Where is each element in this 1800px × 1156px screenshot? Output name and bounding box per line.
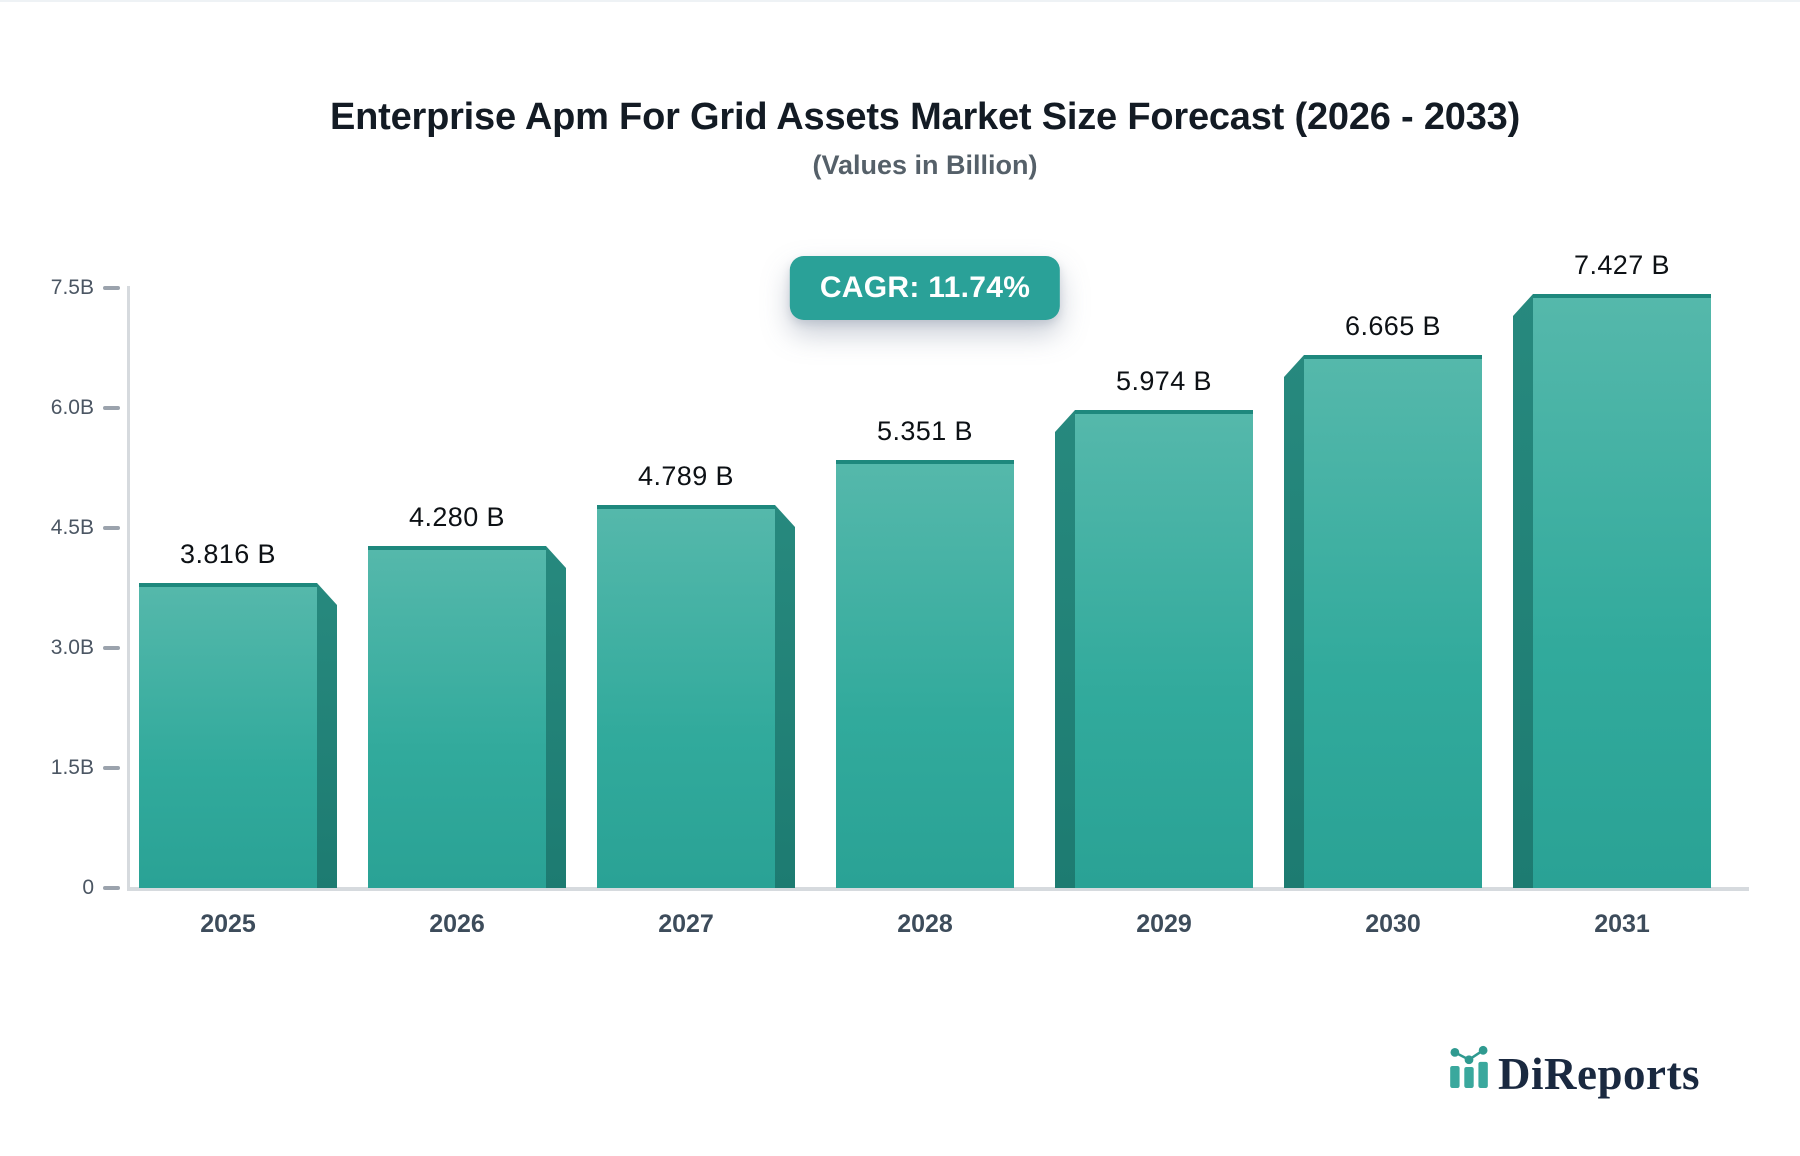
x-axis-label: 2031 (1594, 910, 1650, 938)
bar-side-2029 (1055, 410, 1075, 888)
bar-2030 (1304, 355, 1482, 888)
bar-side-2027 (775, 505, 795, 888)
x-axis-label: 2029 (1136, 910, 1192, 938)
x-axis-label: 2026 (429, 910, 485, 938)
bar-value-label: 5.974 B (1116, 366, 1212, 396)
x-axis-label: 2028 (897, 910, 953, 938)
y-axis-line (127, 286, 130, 891)
bar-2027 (597, 505, 775, 888)
x-axis-label: 2030 (1365, 910, 1421, 938)
cagr-badge: CAGR: 11.74% (789, 256, 1061, 320)
bar-2026 (368, 546, 546, 888)
bar-value-label: 3.816 B (180, 539, 276, 569)
y-axis-label: 1.5B (50, 756, 94, 779)
y-axis-label: 3.0B (50, 636, 94, 659)
y-axis-label: 6.0B (50, 396, 94, 419)
bar-value-label: 4.280 B (409, 502, 505, 532)
bar-value-label: 7.427 B (1574, 250, 1670, 280)
y-axis-tick (103, 766, 120, 770)
bar-side-2025 (317, 583, 337, 888)
y-axis-tick (103, 406, 120, 410)
bar-side-2031 (1513, 294, 1533, 888)
x-axis-label: 2025 (200, 910, 256, 938)
x-axis-label: 2027 (658, 910, 714, 938)
x-axis-line (127, 887, 1749, 891)
y-axis-tick (103, 286, 120, 290)
bar-line-chart-icon (1447, 1043, 1491, 1094)
y-axis-tick (103, 886, 120, 890)
bar-2025 (139, 583, 317, 888)
y-axis-label: 4.5B (50, 516, 94, 539)
bar-value-label: 6.665 B (1345, 311, 1441, 341)
brand-logo: DiReports (1447, 1043, 1700, 1099)
bar-2031 (1533, 294, 1711, 888)
bar-side-2026 (546, 546, 566, 888)
y-axis-tick (103, 646, 120, 650)
y-axis-label: 0 (82, 876, 94, 899)
bar-value-label: 5.351 B (877, 416, 973, 446)
bar-side-2030 (1284, 355, 1304, 888)
bar-2028 (836, 460, 1014, 888)
y-axis-tick (103, 526, 120, 530)
bar-2029 (1075, 410, 1253, 888)
chart-subtitle: (Values in Billion) (812, 150, 1038, 180)
chart-title: Enterprise Apm For Grid Assets Market Si… (329, 96, 1521, 138)
y-axis-label: 7.5B (50, 276, 94, 299)
bar-value-label: 4.789 B (638, 461, 734, 491)
logo-text: DiReports (1498, 1048, 1700, 1099)
